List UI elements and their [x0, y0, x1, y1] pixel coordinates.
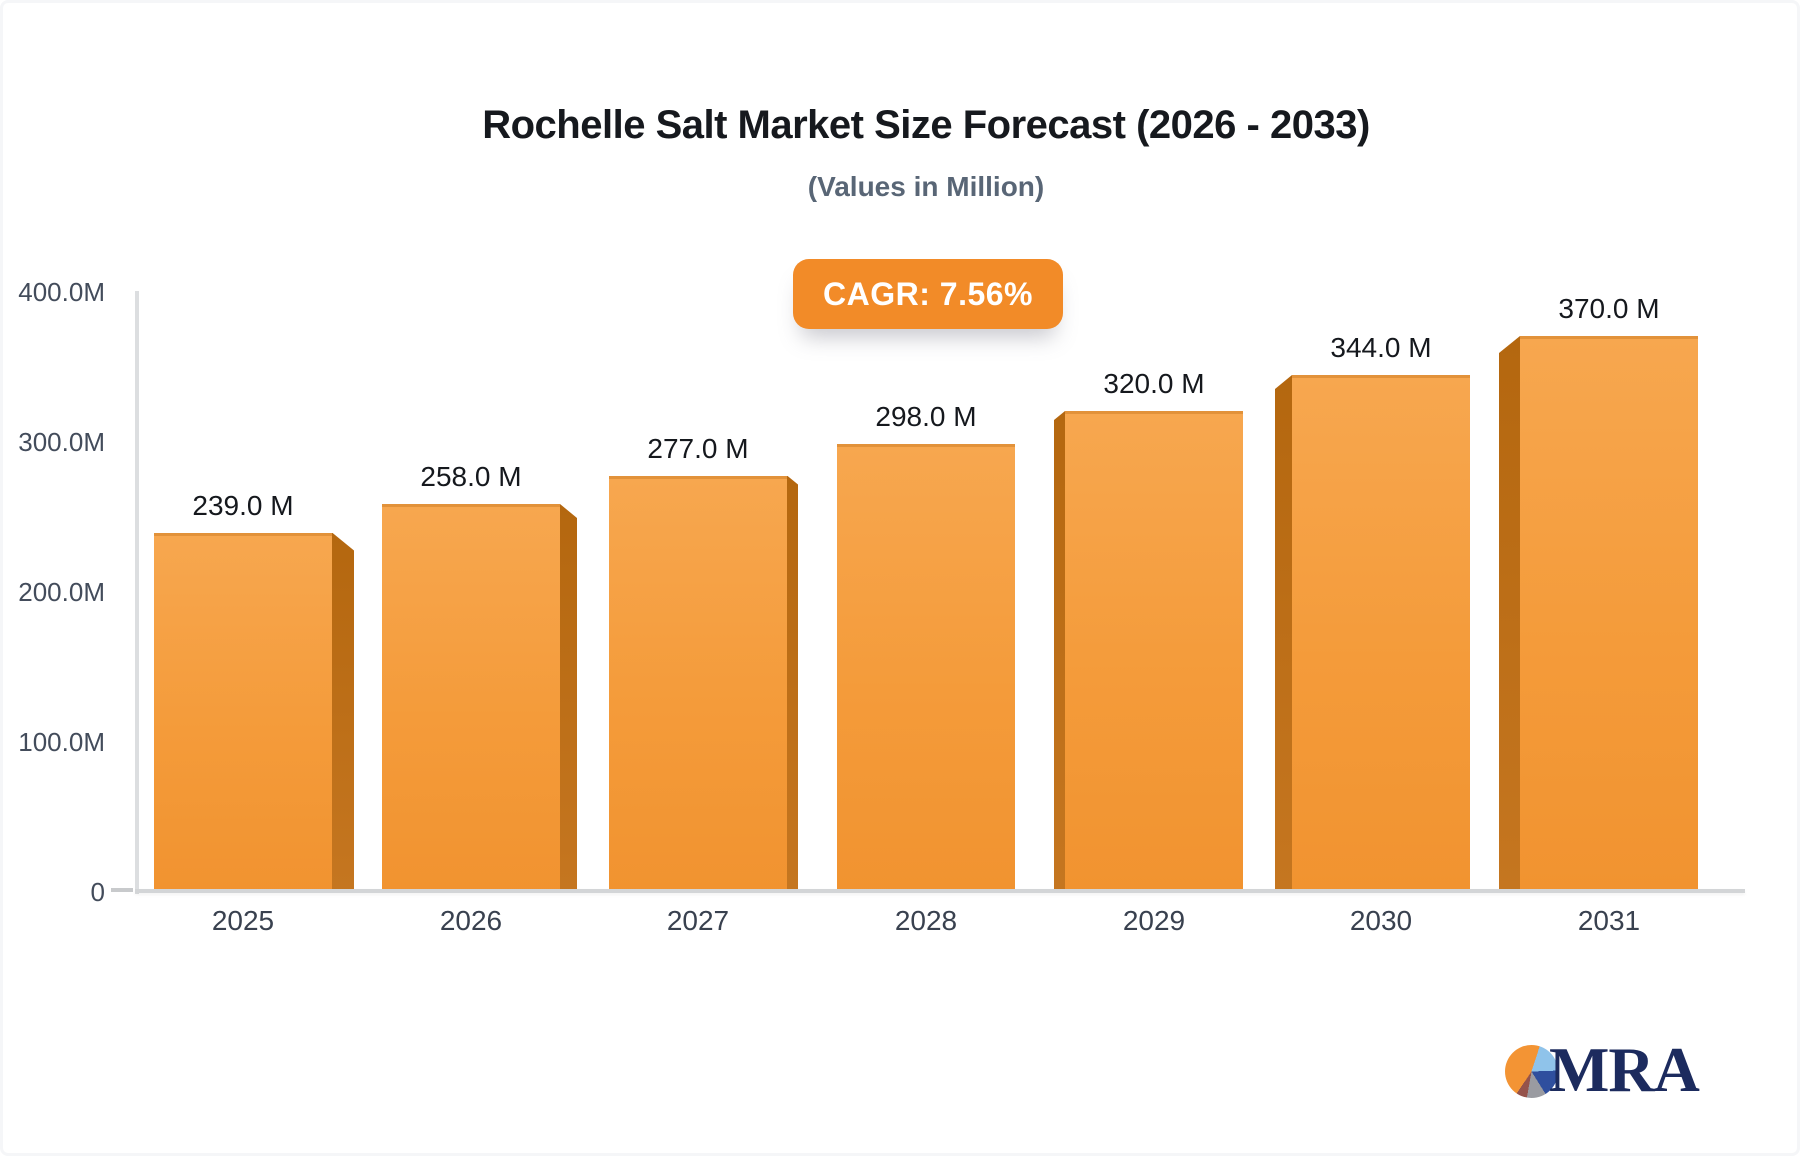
brand-logo-text: MRA: [1549, 1034, 1700, 1105]
bar-2028: [837, 444, 1015, 891]
bar-side-2029: [1054, 411, 1065, 891]
bar-2030: [1292, 375, 1470, 891]
value-label-2029: 320.0 M: [1103, 368, 1205, 399]
y-tick-200.0M: 200.0M: [18, 577, 105, 607]
x-tick-2031: 2031: [1577, 905, 1641, 936]
y-tick-400.0M: 400.0M: [18, 277, 105, 307]
cagr-badge-label: CAGR: 7.56%: [823, 275, 1033, 312]
value-label-2031: 370.0 M: [1558, 293, 1660, 324]
pie-chart-logo-icon: [1505, 1045, 1558, 1098]
bar-side-2027: [787, 475, 798, 891]
value-label-2025: 239.0 M: [192, 489, 294, 521]
x-axis-line: [135, 889, 1745, 893]
bar-side-2026: [560, 504, 577, 891]
x-tick-2027: 2027: [666, 905, 730, 936]
value-label-2030: 344.0 M: [1330, 332, 1432, 363]
x-tick-2028: 2028: [894, 905, 958, 936]
y-axis-line: [135, 291, 139, 894]
y-tick-300.0M: 300.0M: [18, 427, 105, 457]
chart-title: Rochelle Salt Market Size Forecast (2026…: [482, 103, 1370, 147]
x-tick-2029: 2029: [1122, 905, 1186, 936]
y-tick-100.0M: 100.0M: [18, 727, 105, 757]
x-tick-2025: 2025: [211, 905, 275, 936]
bar-2025: [154, 532, 332, 891]
value-label-2028: 298.0 M: [875, 401, 977, 432]
bar-side-2030: [1275, 375, 1292, 891]
value-label-2026: 258.0 M: [420, 461, 522, 492]
bar-2031: [1520, 336, 1698, 891]
bar-side-2025: [332, 532, 354, 891]
bar-side-2031: [1499, 336, 1520, 891]
y-tick-0: 0: [90, 877, 105, 907]
x-tick-2026: 2026: [439, 905, 503, 936]
x-tick-2030: 2030: [1349, 905, 1413, 936]
chart-subtitle: (Values in Million): [807, 171, 1045, 202]
cagr-badge: CAGR: 7.56%: [793, 259, 1063, 329]
bar-2029: [1065, 411, 1243, 891]
bar-2026: [382, 504, 560, 891]
bar-2027: [609, 475, 787, 891]
value-label-2027: 277.0 M: [647, 432, 749, 464]
zero-tick-dash: [111, 888, 133, 892]
